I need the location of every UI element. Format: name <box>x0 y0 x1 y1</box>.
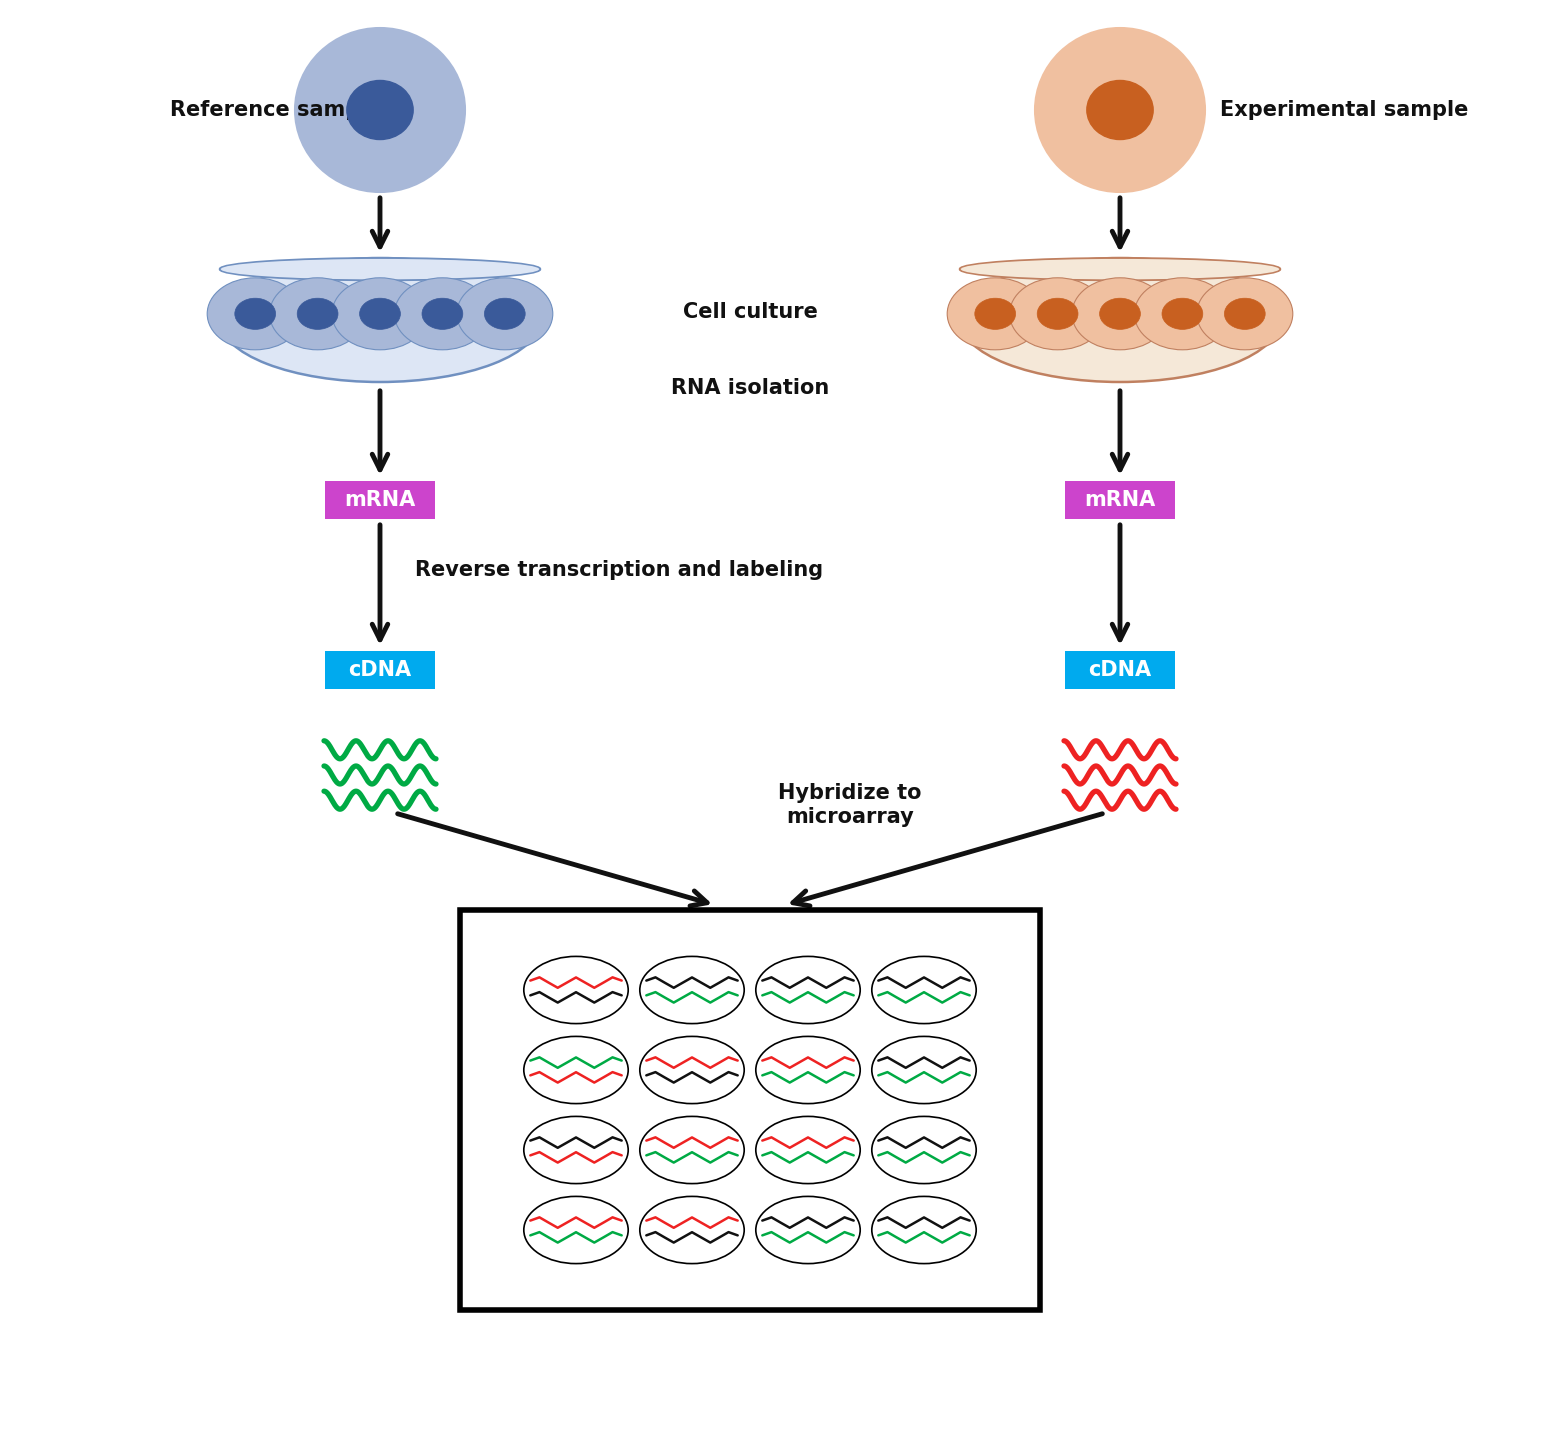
FancyBboxPatch shape <box>459 909 1040 1310</box>
Ellipse shape <box>456 277 554 350</box>
Text: Reverse transcription and labeling: Reverse transcription and labeling <box>416 561 823 581</box>
Text: Hybridize to
microarray: Hybridize to microarray <box>778 784 922 827</box>
Ellipse shape <box>961 259 1279 279</box>
Ellipse shape <box>640 957 745 1024</box>
Ellipse shape <box>756 1117 861 1184</box>
Ellipse shape <box>332 277 428 350</box>
Ellipse shape <box>1035 29 1204 192</box>
Ellipse shape <box>1162 299 1203 329</box>
Ellipse shape <box>756 957 861 1024</box>
Ellipse shape <box>1134 277 1231 350</box>
Text: RNA isolation: RNA isolation <box>671 378 829 398</box>
Ellipse shape <box>235 299 276 329</box>
Ellipse shape <box>524 1197 629 1264</box>
Ellipse shape <box>221 259 539 279</box>
Ellipse shape <box>640 1117 745 1184</box>
Ellipse shape <box>872 957 977 1024</box>
Ellipse shape <box>872 1117 977 1184</box>
Ellipse shape <box>947 277 1043 350</box>
Text: Cell culture: Cell culture <box>682 302 817 322</box>
Ellipse shape <box>1099 299 1140 329</box>
Text: Experimental sample: Experimental sample <box>1220 100 1468 120</box>
Ellipse shape <box>640 1197 745 1264</box>
Text: cDNA: cDNA <box>348 661 411 681</box>
Ellipse shape <box>756 1037 861 1104</box>
FancyBboxPatch shape <box>325 651 434 689</box>
Ellipse shape <box>524 1037 629 1104</box>
Text: mRNA: mRNA <box>1085 490 1156 511</box>
Ellipse shape <box>1225 299 1265 329</box>
FancyBboxPatch shape <box>325 480 434 519</box>
Ellipse shape <box>524 957 629 1024</box>
Ellipse shape <box>347 80 412 140</box>
Ellipse shape <box>395 277 491 350</box>
Ellipse shape <box>207 277 303 350</box>
Ellipse shape <box>524 1117 629 1184</box>
Ellipse shape <box>872 1197 977 1264</box>
Ellipse shape <box>1196 277 1292 350</box>
Text: mRNA: mRNA <box>345 490 416 511</box>
Ellipse shape <box>1073 277 1168 350</box>
Ellipse shape <box>1087 80 1152 140</box>
Ellipse shape <box>359 299 400 329</box>
Ellipse shape <box>756 1197 861 1264</box>
Ellipse shape <box>640 1037 745 1104</box>
Ellipse shape <box>270 277 365 350</box>
Ellipse shape <box>485 299 525 329</box>
Ellipse shape <box>220 259 539 280</box>
Ellipse shape <box>960 257 1279 382</box>
Ellipse shape <box>422 299 463 329</box>
Ellipse shape <box>298 299 339 329</box>
Text: Reference sample: Reference sample <box>169 100 381 120</box>
Text: cDNA: cDNA <box>1088 661 1151 681</box>
Ellipse shape <box>295 29 466 192</box>
FancyBboxPatch shape <box>1065 651 1174 689</box>
Ellipse shape <box>872 1037 977 1104</box>
Ellipse shape <box>975 299 1016 329</box>
FancyBboxPatch shape <box>1065 480 1174 519</box>
Ellipse shape <box>1010 277 1105 350</box>
Ellipse shape <box>960 259 1279 280</box>
Ellipse shape <box>1036 299 1079 329</box>
Ellipse shape <box>220 257 539 382</box>
